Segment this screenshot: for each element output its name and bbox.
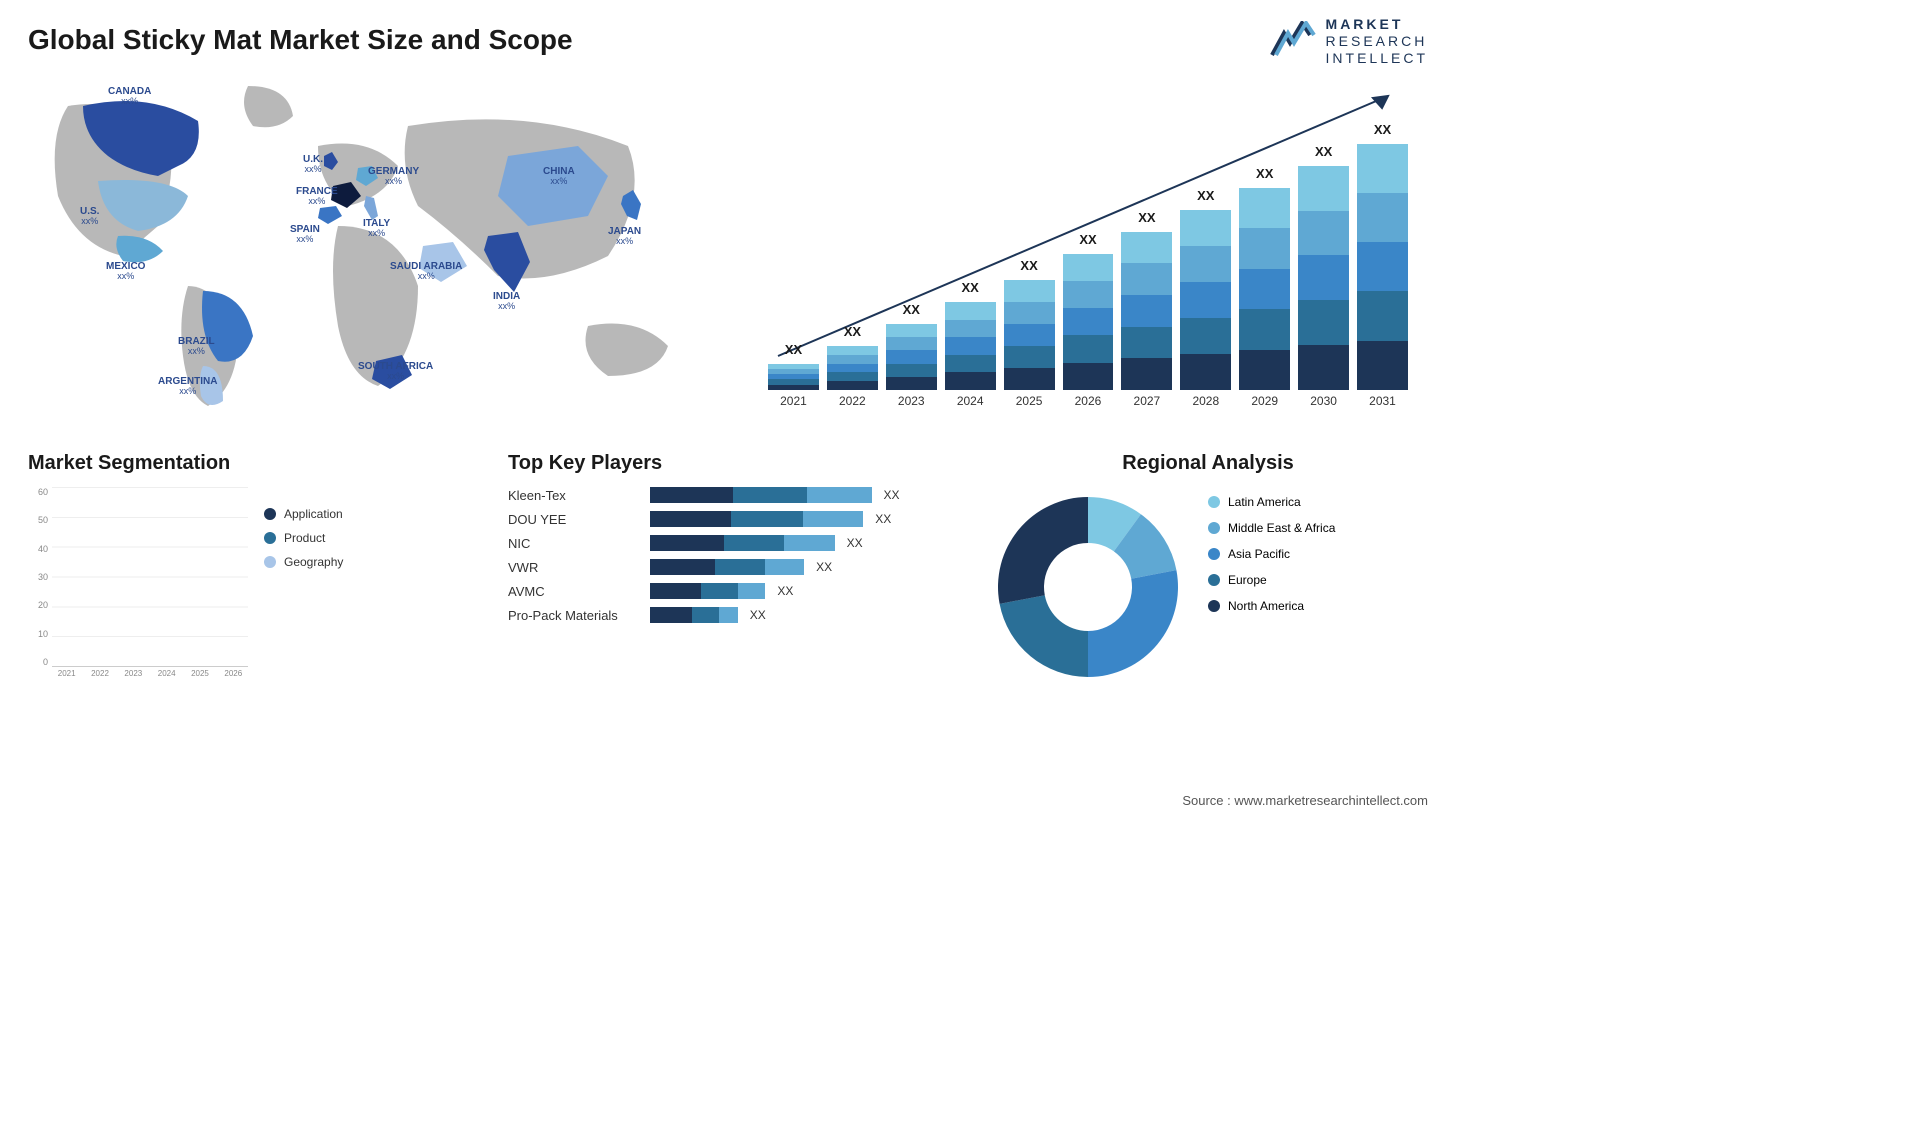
- map-label-italy: ITALYxx%: [363, 218, 390, 239]
- legend-item: Product: [264, 531, 343, 545]
- growth-bar: XX: [945, 302, 996, 390]
- growth-bar: XX: [1121, 232, 1172, 390]
- legend-item: Latin America: [1208, 495, 1335, 509]
- map-label-spain: SPAINxx%: [290, 224, 320, 245]
- map-label-u-k-: U.K.xx%: [303, 154, 323, 175]
- segmentation-legend: Application Product Geography: [264, 487, 343, 687]
- growth-bar: XX: [1063, 254, 1114, 390]
- regional-legend: Latin America Middle East & Africa Asia Pa…: [1208, 487, 1335, 613]
- growth-bar: XX: [1357, 144, 1408, 390]
- key-player-row: VWRXX: [508, 559, 948, 575]
- key-player-row: DOU YEEXX: [508, 511, 948, 527]
- logo-mark: [1270, 21, 1318, 61]
- map-label-canada: CANADAxx%: [108, 86, 151, 107]
- regional-title: Regional Analysis: [988, 452, 1428, 475]
- segmentation-chart: 6050403020100 202120222023202420252026: [28, 487, 248, 687]
- segmentation-title: Market Segmentation: [28, 452, 468, 475]
- map-label-saudi-arabia: SAUDI ARABIAxx%: [390, 261, 462, 282]
- key-players-panel: Top Key Players Kleen-TexXX DOU YEEXX NICX…: [508, 452, 948, 687]
- growth-bar: XX: [1180, 210, 1231, 390]
- growth-bar: XX: [1004, 280, 1055, 390]
- map-label-germany: GERMANYxx%: [368, 166, 419, 187]
- map-label-mexico: MEXICOxx%: [106, 261, 145, 282]
- key-player-row: Pro-Pack MaterialsXX: [508, 607, 948, 623]
- legend-item: Europe: [1208, 573, 1335, 587]
- map-label-u-s-: U.S.xx%: [80, 206, 99, 227]
- regional-panel: Regional Analysis Latin America Middle Ea…: [988, 452, 1428, 687]
- growth-bar: XX: [1239, 188, 1290, 390]
- growth-bar-chart: XXXXXXXXXXXXXXXXXXXXXX 20212022202320242…: [748, 76, 1428, 416]
- source-attribution: Source : www.marketresearchintellect.com: [1182, 793, 1428, 808]
- legend-item: Asia Pacific: [1208, 547, 1335, 561]
- map-label-south-africa: SOUTH AFRICAxx%: [358, 361, 433, 382]
- logo-line2: RESEARCH: [1326, 33, 1428, 50]
- map-label-china: CHINAxx%: [543, 166, 575, 187]
- legend-item: North America: [1208, 599, 1335, 613]
- key-player-row: Kleen-TexXX: [508, 487, 948, 503]
- growth-bar: XX: [768, 364, 819, 390]
- map-label-japan: JAPANxx%: [608, 226, 641, 247]
- legend-item: Middle East & Africa: [1208, 521, 1335, 535]
- legend-item: Application: [264, 507, 343, 521]
- legend-item: Geography: [264, 555, 343, 569]
- logo-line3: INTELLECT: [1326, 50, 1428, 67]
- segmentation-panel: Market Segmentation 6050403020100 202120…: [28, 452, 468, 687]
- map-label-india: INDIAxx%: [493, 291, 520, 312]
- growth-bar: XX: [1298, 166, 1349, 390]
- logo-line1: MARKET: [1326, 16, 1428, 33]
- growth-bar: XX: [827, 346, 878, 390]
- key-player-row: AVMCXX: [508, 583, 948, 599]
- map-label-france: FRANCExx%: [296, 186, 338, 207]
- growth-bar: XX: [886, 324, 937, 390]
- map-label-argentina: ARGENTINAxx%: [158, 376, 217, 397]
- map-label-brazil: BRAZILxx%: [178, 336, 215, 357]
- regional-donut-chart: [988, 487, 1188, 687]
- brand-logo: MARKET RESEARCH INTELLECT: [1270, 16, 1428, 66]
- key-players-title: Top Key Players: [508, 452, 948, 475]
- key-players-chart: Kleen-TexXX DOU YEEXX NICXX VWRXX AVMCXX Pro-…: [508, 487, 948, 623]
- page-title: Global Sticky Mat Market Size and Scope: [28, 24, 1428, 56]
- world-map: CANADAxx% U.S.xx% MEXICOxx% BRAZILxx% ARGENT…: [28, 76, 708, 416]
- key-player-row: NICXX: [508, 535, 948, 551]
